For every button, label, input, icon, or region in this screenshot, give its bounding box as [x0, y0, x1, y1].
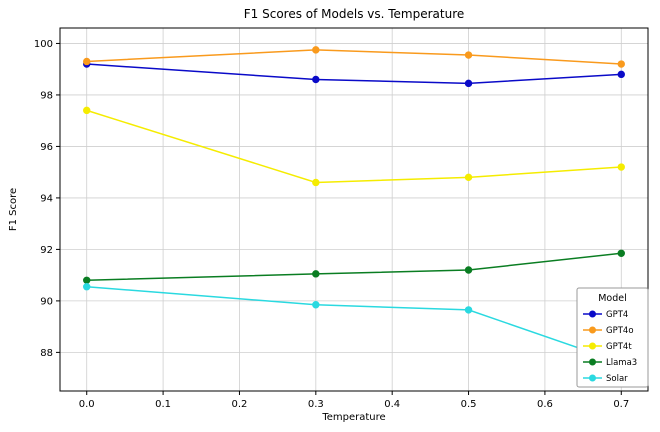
x-tick-label: 0.0: [79, 399, 95, 410]
gridlines: [60, 28, 648, 391]
y-tick-label: 98: [40, 90, 53, 101]
data-point-GPT4t: [464, 173, 473, 182]
data-point-Llama3: [312, 270, 320, 278]
series-GPT4t: [83, 106, 625, 187]
legend-item-Llama3: Llama3: [583, 358, 637, 368]
y-axis-label: F1 Score: [8, 188, 19, 231]
y-tick-label: 96: [40, 142, 53, 153]
x-tick-label: 0.5: [461, 399, 477, 410]
legend-swatch-marker: [589, 358, 596, 366]
data-point-GPT4t: [312, 178, 320, 187]
x-tick-label: 0.6: [537, 399, 553, 410]
data-point-Solar: [464, 306, 473, 314]
x-tick-label: 0.3: [308, 399, 324, 410]
data-point-Solar: [312, 301, 320, 309]
y-tick-label: 94: [40, 193, 53, 204]
legend-item-label: Llama3: [606, 358, 637, 368]
data-point-Solar: [83, 283, 91, 291]
data-point-Llama3: [617, 249, 625, 257]
series-line-GPT4o: [86, 49, 622, 65]
chart-title: F1 Scores of Models vs. Temperature: [244, 7, 465, 21]
series-line-Llama3: [86, 252, 622, 282]
data-point-GPT4: [617, 70, 625, 79]
legend-item-GPT4: GPT4: [583, 310, 628, 320]
legend-item-Solar: Solar: [583, 374, 628, 384]
data-point-GPT4t: [617, 163, 625, 171]
data-point-GPT4o: [312, 46, 320, 54]
legend-item-label: Solar: [606, 374, 628, 384]
y-axis: 88 90 92 94 96 98 100: [34, 39, 60, 359]
plot-border: [59, 27, 649, 392]
data-point-Llama3: [83, 276, 91, 284]
data-point-GPT4: [312, 75, 320, 84]
data-point-GPT4o: [83, 57, 91, 66]
y-tick-label: 100: [34, 39, 53, 50]
legend-swatch-marker: [589, 310, 596, 318]
data-point-Llama3: [464, 266, 473, 274]
legend-swatch-marker: [589, 326, 596, 334]
y-tick-label: 88: [40, 348, 53, 359]
legend-item-label: GPT4o: [606, 326, 634, 336]
legend-item-GPT4t: GPT4t: [583, 342, 632, 352]
legend-swatch-marker: [589, 374, 596, 382]
series-line-GPT4: [86, 63, 622, 85]
legend: Model GPT4 GPT4o GPT4t Llama3 Solar: [576, 287, 649, 388]
x-axis-label: Temperature: [321, 412, 385, 423]
data-point-GPT4: [464, 79, 473, 88]
series-Llama3: [83, 249, 625, 284]
series-line-GPT4t: [86, 109, 622, 184]
data-point-GPT4o: [617, 60, 625, 68]
x-tick-label: 0.4: [384, 399, 400, 410]
legend-item-GPT4o: GPT4o: [583, 326, 634, 336]
series-Solar: [83, 283, 625, 367]
x-tick-label: 0.2: [232, 399, 248, 410]
series-GPT4: [83, 60, 625, 88]
data-point-GPT4o: [464, 51, 473, 59]
series-group: [83, 46, 625, 367]
data-point-GPT4t: [83, 106, 91, 115]
series-line-Solar: [86, 285, 622, 364]
x-tick-label: 0.7: [613, 399, 629, 410]
y-tick-label: 90: [40, 296, 53, 307]
x-axis: 0.0 0.1 0.2 0.3 0.4 0.5 0.6 0.7: [79, 391, 629, 410]
legend-swatch-marker: [589, 342, 596, 350]
y-tick-label: 92: [40, 245, 53, 256]
x-tick-label: 0.1: [155, 399, 171, 410]
legend-item-label: GPT4t: [606, 342, 632, 352]
legend-title: Model: [598, 293, 627, 304]
series-GPT4o: [83, 46, 625, 68]
legend-item-label: GPT4: [606, 310, 628, 320]
